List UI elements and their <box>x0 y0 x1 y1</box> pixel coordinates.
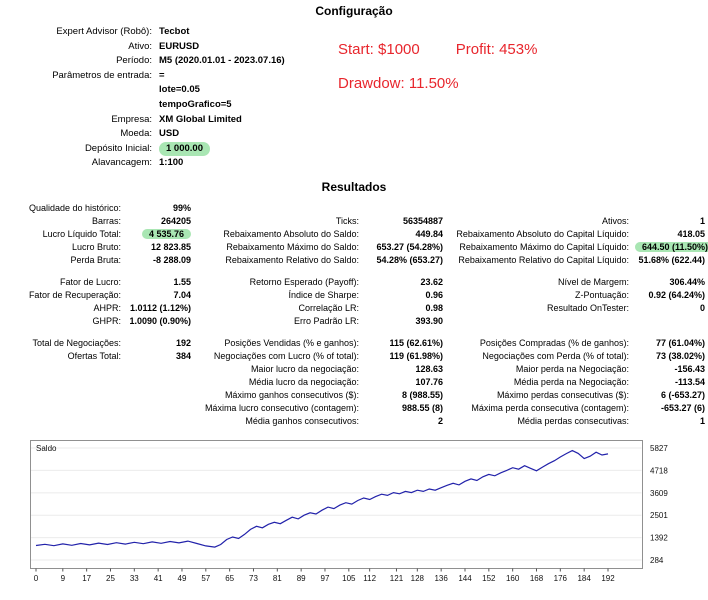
results-title: Resultados <box>321 179 387 194</box>
drawdown-annotation: Drawdow: 11.50% <box>338 75 459 92</box>
results-row: Barras: 264205 Ticks: 56354887 Ativos: 1 <box>91 216 705 227</box>
max-drawdown-highlight: 644.50 (11.50%) <box>635 242 708 253</box>
x-axis-label: 9 <box>61 574 66 583</box>
config-value: USD <box>159 128 180 140</box>
config-value: tempoGrafico=5 <box>159 98 232 110</box>
x-axis-label: 136 <box>434 574 448 583</box>
results-row: Média lucro da negociação: 107.76 Média pe… <box>248 377 705 388</box>
config-value: EURUSD <box>159 40 200 52</box>
x-axis-label: 97 <box>321 574 330 583</box>
y-axis-label: 5827 <box>650 444 668 453</box>
config-label: Empresa: <box>111 113 152 125</box>
x-axis-label: 176 <box>554 574 568 583</box>
results-row: Qualidade do histórico: 99% <box>28 203 191 214</box>
results-row: Máximo ganhos consecutivos ($): 8 (988.55… <box>224 390 705 401</box>
start-annotation: Start: $1000 <box>338 41 420 58</box>
spacer-row <box>0 267 708 276</box>
net-profit-highlight: 4 535.76 <box>141 229 191 240</box>
chart-title: Saldo <box>36 444 57 453</box>
config-row: Expert Advisor (Robô): Tecbot <box>0 25 708 40</box>
spacer-row <box>0 328 708 337</box>
chart-plot-border <box>30 439 643 569</box>
y-axis-label: 4718 <box>650 466 668 475</box>
config-row: Depósito Inicial: 1 000.00 <box>0 141 708 157</box>
results-row: Total de Negociações: 192 Posições Vendida… <box>32 338 705 349</box>
y-axis-label: 3609 <box>650 489 668 498</box>
results-row: Fator de Recuperação: 7.04 Índice de Sharp… <box>28 290 705 301</box>
x-axis-label: 81 <box>273 574 282 583</box>
balance-chart-svg: 284 1392 2501 3609 4718 5827 0 9 17 25 33 41 49 57 65 7… <box>30 439 668 583</box>
results-row: Máxima lucro consecutivo (contagem): 988.… <box>204 403 705 414</box>
x-axis-label: 0 <box>34 574 39 583</box>
config-row: Parâmetros de entrada: = <box>0 69 708 84</box>
x-axis-label: 57 <box>201 574 210 583</box>
config-row: Moeda: USD <box>0 127 708 142</box>
x-axis-label: 184 <box>577 574 591 583</box>
initial-deposit-highlight: 1 000.00 <box>159 141 210 157</box>
x-axis-label: 121 <box>390 574 404 583</box>
results-row: GHPR: 1.0090 (0.90%) Erro Padrão LR: 393.90 <box>92 316 443 327</box>
results-row: Fator de Lucro: 1.55 Retorno Esperado (Pay… <box>59 277 705 288</box>
config-row: tempoGrafico=5 <box>0 98 708 113</box>
config-label: Alavancagem: <box>91 157 152 169</box>
config-label: Moeda: <box>120 128 152 140</box>
x-axis-label: 112 <box>363 574 376 583</box>
balance-line <box>35 449 609 548</box>
x-axis-label: 49 <box>178 574 187 583</box>
config-row: Ativo: EURUSD <box>0 40 708 55</box>
config-row: Período: M5 (2020.01.01 - 2023.07.16) <box>0 54 708 69</box>
config-value: Tecbot <box>159 26 190 37</box>
results-row: Lucro Bruto: 12 823.85 Rebaixamento Máximo… <box>0 241 708 254</box>
x-axis-label: 73 <box>249 574 258 583</box>
results-row: Média ganhos consecutivos: 2 Média perdas … <box>245 416 705 427</box>
x-axis-label: 89 <box>297 574 306 583</box>
config-value: XM Global Limited <box>159 113 242 125</box>
x-axis-label: 65 <box>225 574 234 583</box>
config-row: Alavancagem: 1:100 <box>0 156 708 171</box>
config-value: = <box>159 69 165 81</box>
config-value: lote=0.05 <box>159 84 200 96</box>
profit-annotation: Profit: 453% <box>455 41 538 58</box>
annotation-line-1: Start: $1000 Profit: 453% <box>338 42 537 57</box>
config-value: M5 (2020.01.01 - 2023.07.16) <box>159 55 285 67</box>
x-axis-label: 41 <box>154 574 163 583</box>
x-axis-label: 17 <box>82 574 91 583</box>
x-axis-label: 192 <box>601 574 615 583</box>
red-annotations: Start: $1000 Profit: 453% Drawdow: 11.50% <box>338 42 537 91</box>
x-axis-label: 152 <box>482 574 496 583</box>
results-row: Ofertas Total: 384 Negociações com Lucro (… <box>67 351 705 362</box>
results-row: Perda Bruta: -8 288.09 Rebaixamento Relati… <box>70 255 705 266</box>
balance-chart: 284 1392 2501 3609 4718 5827 0 9 17 25 33 41 49 57 65 7… <box>0 439 708 593</box>
config-label: Ativo: <box>128 40 152 52</box>
x-axis-label: 25 <box>106 574 115 583</box>
y-axis-label: 284 <box>650 556 664 565</box>
x-axis-label: 33 <box>130 574 139 583</box>
y-axis-label: 2501 <box>650 511 668 520</box>
x-axis-label: 105 <box>342 574 356 583</box>
x-axis-label: 168 <box>530 574 544 583</box>
results-row: Maior lucro da negociação: 128.63 Maior pe… <box>250 364 705 375</box>
y-axis-label: 1392 <box>650 534 668 543</box>
results-row: Lucro Líquido Total: 4 535.76 Rebaixamento… <box>42 229 705 240</box>
config-label <box>0 98 159 113</box>
x-axis-label: 160 <box>506 574 520 583</box>
x-axis-label: 144 <box>458 574 472 583</box>
results-table: Qualidade do histórico: 99% Barras: 264205… <box>0 202 708 428</box>
results-row: AHPR: 1.0112 (1.12%) Correlação LR: 0.98 Res… <box>93 303 705 314</box>
config-section: Expert Advisor (Robô): Tecbot Ativo: EURUS… <box>0 25 708 171</box>
config-row: lote=0.05 <box>0 83 708 98</box>
config-row: Empresa: XM Global Limited <box>0 113 708 128</box>
x-axis-label: 128 <box>411 574 425 583</box>
config-label: Período: <box>116 55 152 67</box>
config-label: Expert Advisor (Robô): <box>56 26 152 37</box>
page-title: Configuração <box>315 4 393 18</box>
config-label: Parâmetros de entrada: <box>52 69 152 81</box>
config-label: Depósito Inicial: <box>84 142 152 154</box>
config-label <box>0 83 159 98</box>
config-value: 1:100 <box>159 157 184 169</box>
